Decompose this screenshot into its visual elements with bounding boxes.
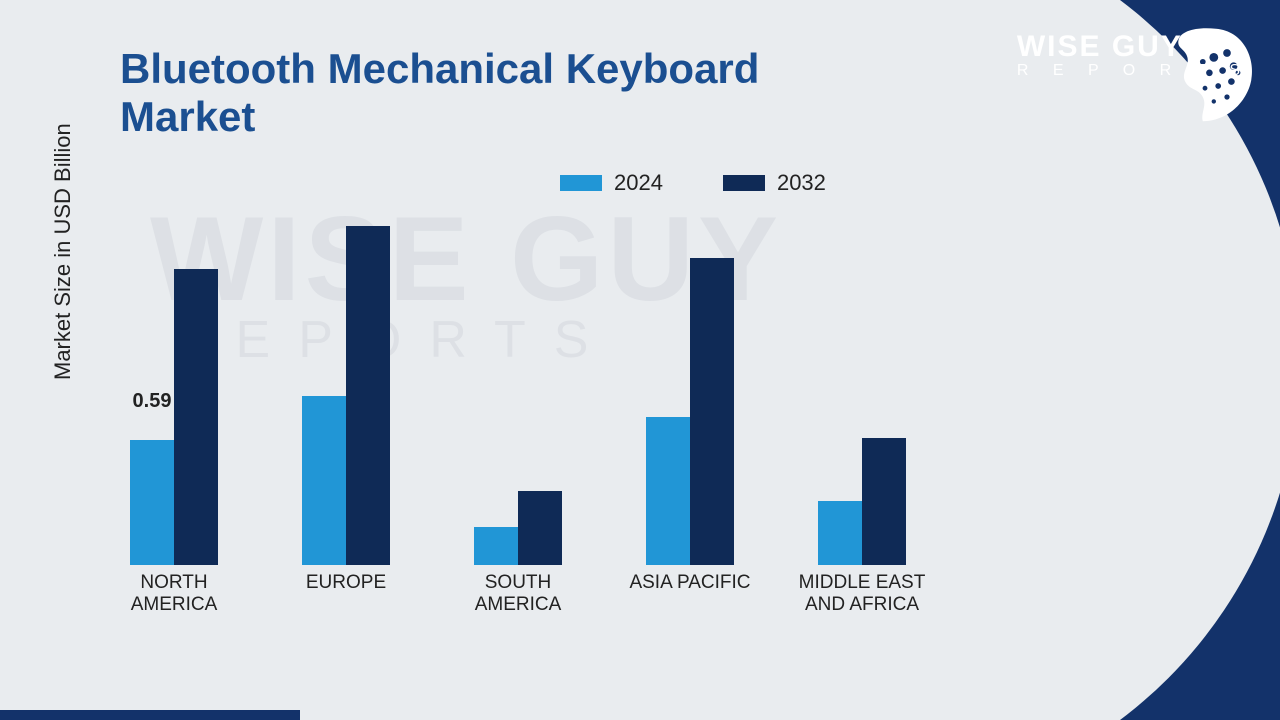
bar-2032 xyxy=(174,269,218,565)
bar-2032 xyxy=(346,226,390,565)
bar-2024 xyxy=(646,417,690,565)
bar-group: 0.59 xyxy=(100,269,248,565)
chart-title: Bluetooth Mechanical Keyboard Market xyxy=(120,45,900,142)
category-label: MIDDLE EAST AND AFRICA xyxy=(788,572,936,616)
data-label: 0.59 xyxy=(133,390,172,413)
bar-group xyxy=(272,226,420,565)
brand-logo: WISE GUY R E P O R T S xyxy=(1017,30,1250,80)
legend-item-2032: 2032 xyxy=(723,170,826,196)
bar-2024 xyxy=(302,396,346,565)
bar-2024 xyxy=(130,440,174,565)
bottom-accent-bar xyxy=(0,710,300,720)
bar-2024 xyxy=(474,527,518,565)
legend-swatch-2024 xyxy=(560,175,602,191)
brand-line2: R E P O R T S xyxy=(1017,62,1250,80)
y-axis-label: Market Size in USD Billion xyxy=(50,123,76,380)
chart-canvas: WISE GUY REPORTS Bluetooth Mechanical Ke… xyxy=(0,0,1280,720)
bar-group xyxy=(788,438,936,565)
legend: 2024 2032 xyxy=(560,170,826,196)
category-label: ASIA PACIFIC xyxy=(616,572,764,594)
legend-label-2024: 2024 xyxy=(614,170,663,196)
bar-2032 xyxy=(862,438,906,565)
category-label: SOUTH AMERICA xyxy=(444,572,592,616)
plot-area: 0.59 xyxy=(100,205,960,565)
brand-line1: WISE GUY xyxy=(1017,30,1250,64)
category-labels: NORTH AMERICA EUROPE SOUTH AMERICA ASIA PAC… xyxy=(100,572,960,692)
bar-group xyxy=(444,491,592,565)
bar-2032 xyxy=(690,258,734,565)
bar-group xyxy=(616,258,764,565)
legend-item-2024: 2024 xyxy=(560,170,663,196)
legend-swatch-2032 xyxy=(723,175,765,191)
category-label: NORTH AMERICA xyxy=(100,572,248,616)
legend-label-2032: 2032 xyxy=(777,170,826,196)
category-label: EUROPE xyxy=(272,572,420,594)
bar-2024 xyxy=(818,501,862,565)
bar-2032 xyxy=(518,491,562,565)
